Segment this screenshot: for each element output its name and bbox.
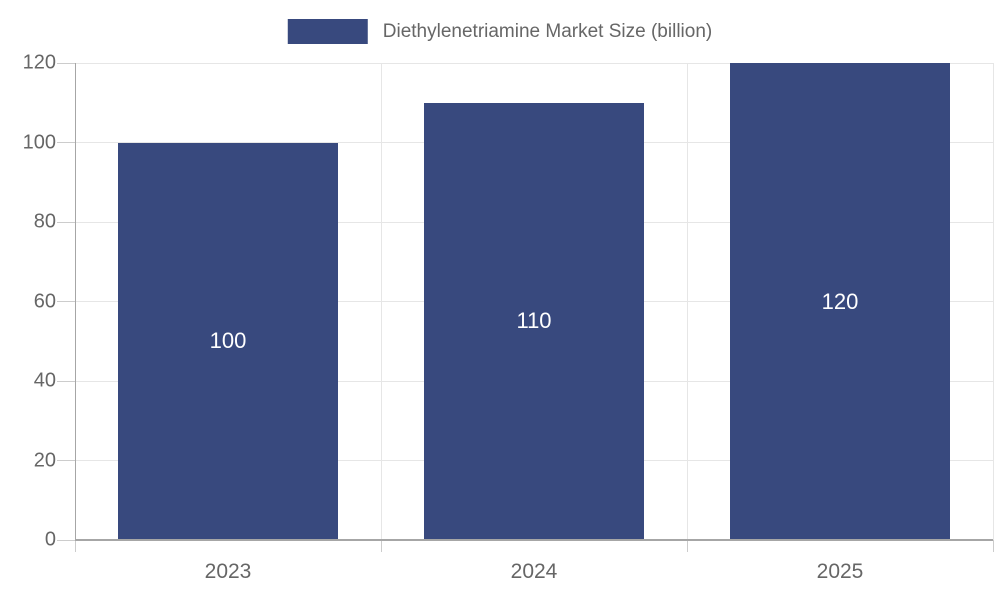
x-tick-mark <box>992 540 994 552</box>
bar-value-label: 100 <box>209 328 247 354</box>
x-gridline <box>686 63 688 540</box>
y-axis-tick-label: 0 <box>44 528 56 551</box>
y-tick-mark <box>57 301 75 302</box>
y-tick-mark <box>57 380 75 382</box>
bar-value-label: 120 <box>821 288 859 314</box>
x-axis-tick-label: 2023 <box>204 560 252 583</box>
y-tick-mark <box>57 142 75 143</box>
y-axis-tick-label: 60 <box>33 290 56 312</box>
y-tick-mark <box>57 221 75 223</box>
bar <box>118 142 338 540</box>
x-axis-line <box>75 539 993 541</box>
x-axis-tick-label: 2024 <box>510 560 558 583</box>
y-tick-mark <box>57 460 75 461</box>
y-tick-mark <box>57 539 75 541</box>
x-gridline <box>992 63 994 540</box>
y-axis-line <box>75 63 76 540</box>
x-tick-mark <box>74 540 76 552</box>
x-tick-mark <box>380 540 382 552</box>
x-axis-tick-label: 2025 <box>816 560 864 583</box>
y-axis-tick-label: 120 <box>22 51 56 74</box>
y-axis-tick-label: 100 <box>22 131 56 153</box>
y-axis-tick-label: 20 <box>33 449 56 471</box>
bar-value-label: 110 <box>516 308 552 334</box>
chart-legend: Diethylenetriamine Market Size (billion) <box>287 19 713 44</box>
y-tick-mark <box>57 62 75 64</box>
y-axis-tick-label: 80 <box>33 210 56 233</box>
legend-swatch <box>287 19 368 44</box>
y-axis-tick-label: 40 <box>33 369 56 392</box>
bar <box>730 63 950 540</box>
y-gridline <box>75 62 993 64</box>
x-gridline <box>380 63 382 540</box>
legend-label: Diethylenetriamine Market Size (billion) <box>382 21 713 42</box>
x-tick-mark <box>686 540 688 552</box>
bar <box>424 102 644 540</box>
